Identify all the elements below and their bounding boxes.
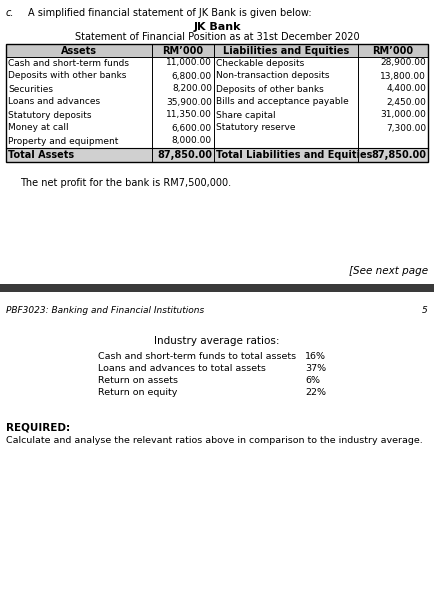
- Text: 87,850.00: 87,850.00: [371, 150, 426, 160]
- Text: REQUIRED:: REQUIRED:: [6, 422, 70, 432]
- Text: Loans and advances: Loans and advances: [8, 98, 100, 107]
- Text: 8,200.00: 8,200.00: [172, 85, 212, 94]
- Text: Cash and short-term funds to total assets: Cash and short-term funds to total asset…: [98, 352, 296, 361]
- Text: RM’000: RM’000: [372, 46, 414, 56]
- Text: 31,000.00: 31,000.00: [380, 110, 426, 120]
- Text: 37%: 37%: [305, 364, 326, 373]
- Text: Cash and short-term funds: Cash and short-term funds: [8, 58, 129, 67]
- Text: RM’000: RM’000: [162, 46, 204, 56]
- Bar: [6, 44, 428, 57]
- Text: A simplified financial statement of JK Bank is given below:: A simplified financial statement of JK B…: [28, 8, 312, 18]
- Bar: [0, 284, 434, 292]
- Text: JK Bank: JK Bank: [193, 22, 241, 32]
- Text: 28,900.00: 28,900.00: [380, 58, 426, 67]
- Text: Total Liabilities and Equities: Total Liabilities and Equities: [216, 150, 372, 160]
- Text: Non-transaction deposits: Non-transaction deposits: [216, 72, 329, 80]
- Text: Calculate and analyse the relevant ratios above in comparison to the industry av: Calculate and analyse the relevant ratio…: [6, 436, 423, 445]
- Text: Return on equity: Return on equity: [98, 388, 178, 397]
- Text: Money at call: Money at call: [8, 123, 69, 132]
- Text: Industry average ratios:: Industry average ratios:: [154, 336, 280, 346]
- Bar: [6, 148, 428, 162]
- Text: Checkable deposits: Checkable deposits: [216, 58, 304, 67]
- Text: 22%: 22%: [305, 388, 326, 397]
- Text: Deposits of other banks: Deposits of other banks: [216, 85, 324, 94]
- Text: PBF3023: Banking and Financial Institutions: PBF3023: Banking and Financial Instituti…: [6, 306, 204, 315]
- Text: 11,350.00: 11,350.00: [166, 110, 212, 120]
- Text: Statutory reserve: Statutory reserve: [216, 123, 296, 132]
- Text: Statement of Financial Position as at 31st December 2020: Statement of Financial Position as at 31…: [75, 32, 359, 42]
- Text: 6%: 6%: [305, 376, 320, 385]
- Text: 4,400.00: 4,400.00: [386, 85, 426, 94]
- Text: 11,000.00: 11,000.00: [166, 58, 212, 67]
- Text: Statutory deposits: Statutory deposits: [8, 110, 92, 120]
- Text: 87,850.00: 87,850.00: [157, 150, 212, 160]
- Text: 7,300.00: 7,300.00: [386, 123, 426, 132]
- Text: Loans and advances to total assets: Loans and advances to total assets: [98, 364, 266, 373]
- Text: 35,900.00: 35,900.00: [166, 98, 212, 107]
- Text: 13,800.00: 13,800.00: [380, 72, 426, 80]
- Text: Share capital: Share capital: [216, 110, 276, 120]
- Text: 6,800.00: 6,800.00: [172, 72, 212, 80]
- Text: The net profit for the bank is RM7,500,000.: The net profit for the bank is RM7,500,0…: [20, 178, 231, 188]
- Text: 5: 5: [422, 306, 428, 315]
- Text: Deposits with other banks: Deposits with other banks: [8, 72, 126, 80]
- Text: 6,600.00: 6,600.00: [172, 123, 212, 132]
- Text: 8,000.00: 8,000.00: [172, 136, 212, 145]
- Text: Total Assets: Total Assets: [8, 150, 74, 160]
- Text: Assets: Assets: [61, 46, 97, 56]
- Text: Bills and acceptance payable: Bills and acceptance payable: [216, 98, 349, 107]
- Text: c.: c.: [6, 8, 14, 18]
- Bar: [6, 44, 428, 162]
- Text: 2,450.00: 2,450.00: [386, 98, 426, 107]
- Text: [See next page: [See next page: [349, 266, 428, 276]
- Text: Property and equipment: Property and equipment: [8, 136, 118, 145]
- Text: 16%: 16%: [305, 352, 326, 361]
- Text: Securities: Securities: [8, 85, 53, 94]
- Text: Return on assets: Return on assets: [98, 376, 178, 385]
- Text: Liabilities and Equities: Liabilities and Equities: [223, 46, 349, 56]
